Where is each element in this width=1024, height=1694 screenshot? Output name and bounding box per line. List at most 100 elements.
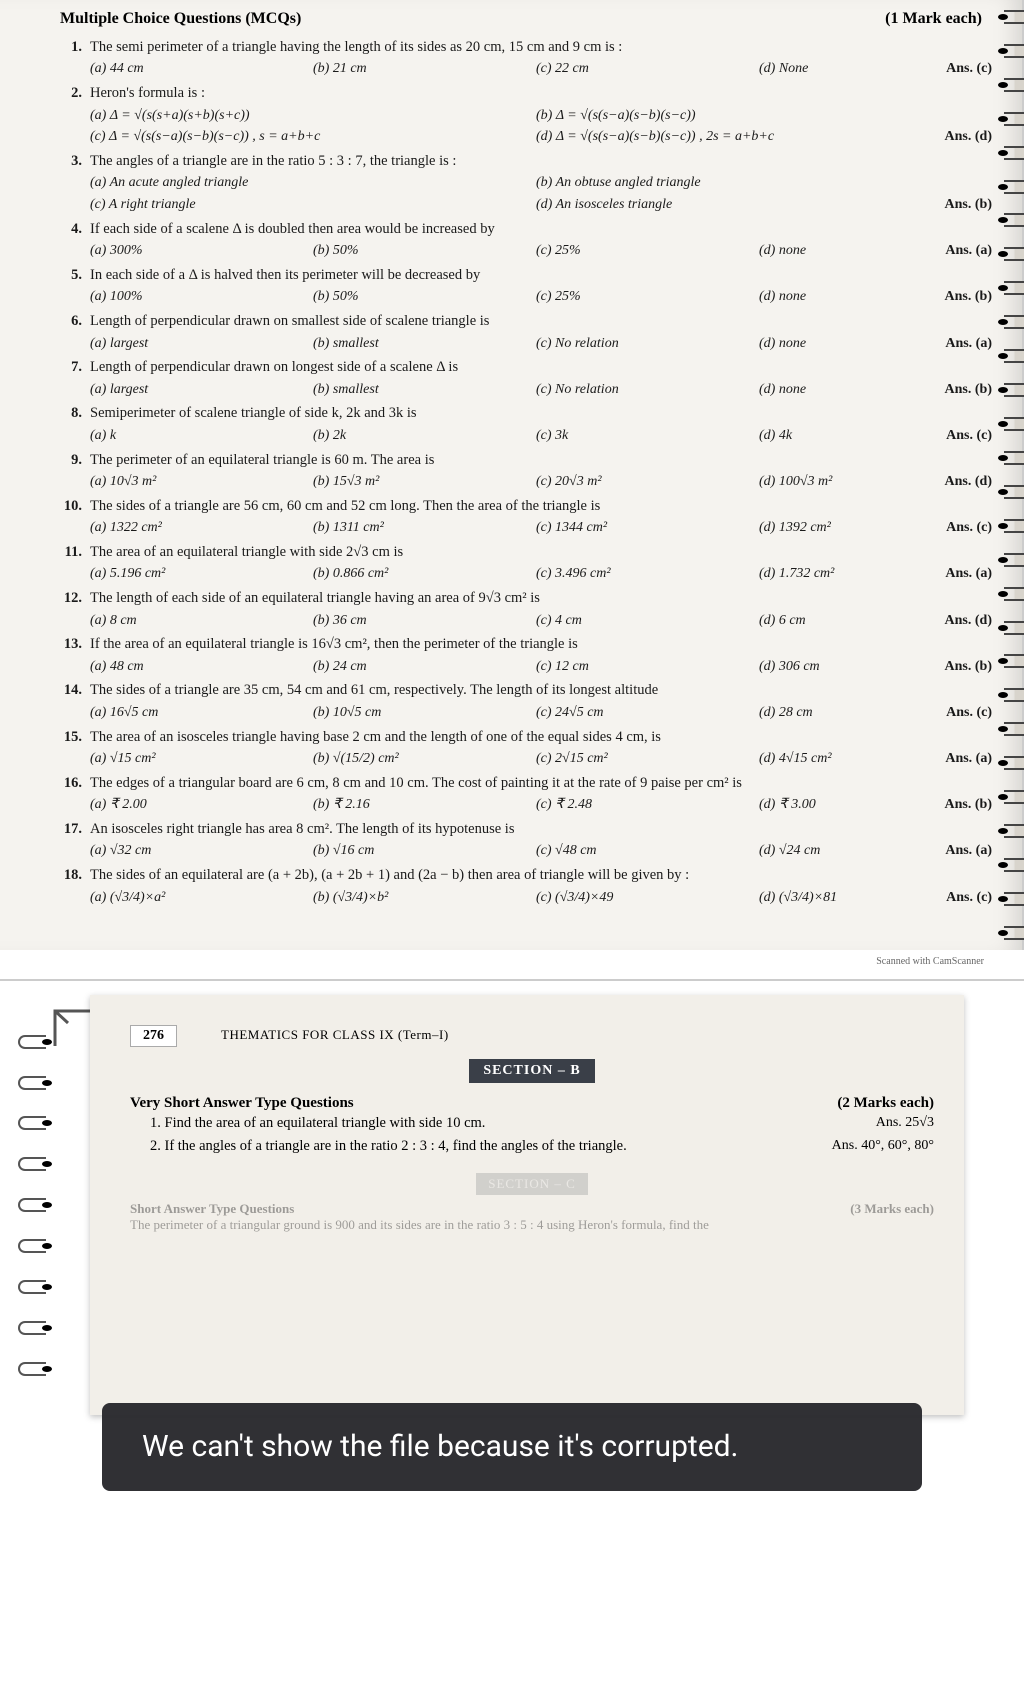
questions-container: 1.The semi perimeter of a triangle havin… (60, 36, 982, 908)
q-text: The edges of a triangular board are 6 cm… (90, 772, 742, 794)
q-number: 16. (60, 772, 82, 794)
q-answer: Ans. (c) (946, 887, 992, 909)
q-option: (c) A right triangle (90, 194, 536, 216)
q-option: (c) 3.496 cm² (536, 563, 759, 585)
q-option: (b) 50% (313, 240, 536, 262)
q-option: (b) Δ = √(s(s−a)(s−b)(s−c)) (536, 105, 982, 127)
q-answer: Ans. (d) (945, 126, 992, 148)
q-number: 14. (60, 679, 82, 701)
q-option: (b) smallest (313, 379, 536, 401)
page2-question-1: 1. Find the area of an equilateral trian… (150, 1112, 934, 1135)
q-answer: Ans. (c) (946, 425, 992, 447)
q-option: (c) (√3/4)×49 (536, 887, 759, 909)
q-text: Find the area of an equilateral triangle… (165, 1115, 486, 1131)
q-option: (c) Δ = √(s(s−a)(s−b)(s−c)) , s = a+b+c (90, 126, 536, 148)
q-number: 2. (60, 82, 82, 104)
q-answer: Ans. (a) (945, 748, 992, 770)
mcq-question: 3.The angles of a triangle are in the ra… (60, 150, 982, 216)
q-text: Length of perpendicular drawn on longest… (90, 356, 458, 378)
q-text: The semi perimeter of a triangle having … (90, 36, 622, 58)
vsa-heading: Very Short Answer Type Questions (130, 1095, 354, 1112)
q-text: The area of an isosceles triangle having… (90, 726, 661, 748)
q-number: 15. (60, 726, 82, 748)
worksheet-page-2-wrapper: 276 THEMATICS FOR CLASS IX (Term–I) SECT… (0, 979, 1024, 1519)
q-option: (a) largest (90, 379, 313, 401)
q-number: 3. (60, 150, 82, 172)
mcq-question: 17. An isosceles right triangle has area … (60, 818, 982, 862)
q-answer: Ans. (a) (945, 840, 992, 862)
mcq-question: 16. The edges of a triangular board are 6… (60, 772, 982, 816)
q-answer: Ans. (c) (946, 702, 992, 724)
q-text: An isosceles right triangle has area 8 c… (90, 818, 514, 840)
q-text: The length of each side of an equilatera… (90, 587, 540, 609)
faded-marks: (3 Marks each) (850, 1201, 934, 1217)
q-option: (b) smallest (313, 333, 536, 355)
q-option: (a) 5.196 cm² (90, 563, 313, 585)
q-number: 11. (60, 541, 82, 563)
q-answer: Ans. (c) (946, 517, 992, 539)
q-option: (b) 1311 cm² (313, 517, 536, 539)
q-option: (c) 2√15 cm² (536, 748, 759, 770)
mcq-question: 8.Semiperimeter of scalene triangle of s… (60, 402, 982, 446)
q-option: (b) 10√5 cm (313, 702, 536, 724)
q-option: (c) 20√3 m² (536, 471, 759, 493)
q-option: (b) An obtuse angled triangle (536, 172, 982, 194)
mcq-question: 18.The sides of an equilateral are (a + … (60, 864, 982, 908)
q-text: If the area of an equilateral triangle i… (90, 633, 578, 655)
q-text: Length of perpendicular drawn on smalles… (90, 310, 489, 332)
q-text: If the angles of a triangle are in the r… (165, 1138, 627, 1154)
mcq-question: 6. Length of perpendicular drawn on small… (60, 310, 982, 354)
q-answer: Ans. (b) (945, 286, 992, 308)
q-number: 7. (60, 356, 82, 378)
q-option: (b) 50% (313, 286, 536, 308)
q-answer: Ans. (d) (945, 610, 992, 632)
q-option: (c) 25% (536, 240, 759, 262)
page-number: 276 (130, 1025, 177, 1047)
q-text: In each side of a Δ is halved then its p… (90, 264, 480, 286)
q-number: 4. (60, 218, 82, 240)
mcq-question: 14.The sides of a triangle are 35 cm, 54… (60, 679, 982, 723)
q-text: If each side of a scalene Δ is doubled t… (90, 218, 495, 240)
mcq-question: 13. If the area of an equilateral triangl… (60, 633, 982, 677)
q-number: 9. (60, 449, 82, 471)
q-option: (a) Δ = √(s(s+a)(s+b)(s+c)) (90, 105, 536, 127)
q-option: (b) 0.866 cm² (313, 563, 536, 585)
q-option: (b) (√3/4)×b² (313, 887, 536, 909)
mcq-question: 2.Heron's formula is :(a) Δ = √(s(s+a)(s… (60, 82, 982, 148)
q-option: (c) No relation (536, 333, 759, 355)
q-option: (a) 300% (90, 240, 313, 262)
q-answer: Ans. (b) (945, 656, 992, 678)
section-c-badge: SECTION – C (476, 1173, 588, 1195)
q-option: (c) √48 cm (536, 840, 759, 862)
mcq-question: 12. The length of each side of an equilat… (60, 587, 982, 631)
q-number: 13. (60, 633, 82, 655)
q-answer: Ans. (d) (945, 471, 992, 493)
vsa-marks: (2 Marks each) (837, 1095, 934, 1112)
q-number: 6. (60, 310, 82, 332)
q-number: 17. (60, 818, 82, 840)
scanner-watermark: Scanned with CamScanner (0, 950, 1024, 979)
q-number: 1. (150, 1115, 161, 1131)
mcq-question: 5.In each side of a Δ is halved then its… (60, 264, 982, 308)
q-option: (a) largest (90, 333, 313, 355)
q-text: The area of an equilateral triangle with… (90, 541, 403, 563)
mcq-question: 1.The semi perimeter of a triangle havin… (60, 36, 982, 80)
q-number: 12. (60, 587, 82, 609)
obscured-section-c: SECTION – C Short Answer Type Questions … (130, 1173, 934, 1233)
worksheet-page-1: Multiple Choice Questions (MCQs) (1 Mark… (0, 0, 1024, 950)
q-number: 8. (60, 402, 82, 424)
q-option: (c) No relation (536, 379, 759, 401)
q-number: 18. (60, 864, 82, 886)
q-option: (a) 44 cm (90, 58, 313, 80)
q-option: (b) 2k (313, 425, 536, 447)
q-option: (a) k (90, 425, 313, 447)
mcq-marks: (1 Mark each) (885, 10, 982, 28)
mcq-question: 10.The sides of a triangle are 56 cm, 60… (60, 495, 982, 539)
q-option: (a) 10√3 m² (90, 471, 313, 493)
q-answer: Ans. (a) (945, 240, 992, 262)
q-number: 10. (60, 495, 82, 517)
q-option: (b) √16 cm (313, 840, 536, 862)
mcq-question: 7. Length of perpendicular drawn on longe… (60, 356, 982, 400)
q-text: The perimeter of an equilateral triangle… (90, 449, 434, 471)
q-answer: Ans. (a) (945, 563, 992, 585)
